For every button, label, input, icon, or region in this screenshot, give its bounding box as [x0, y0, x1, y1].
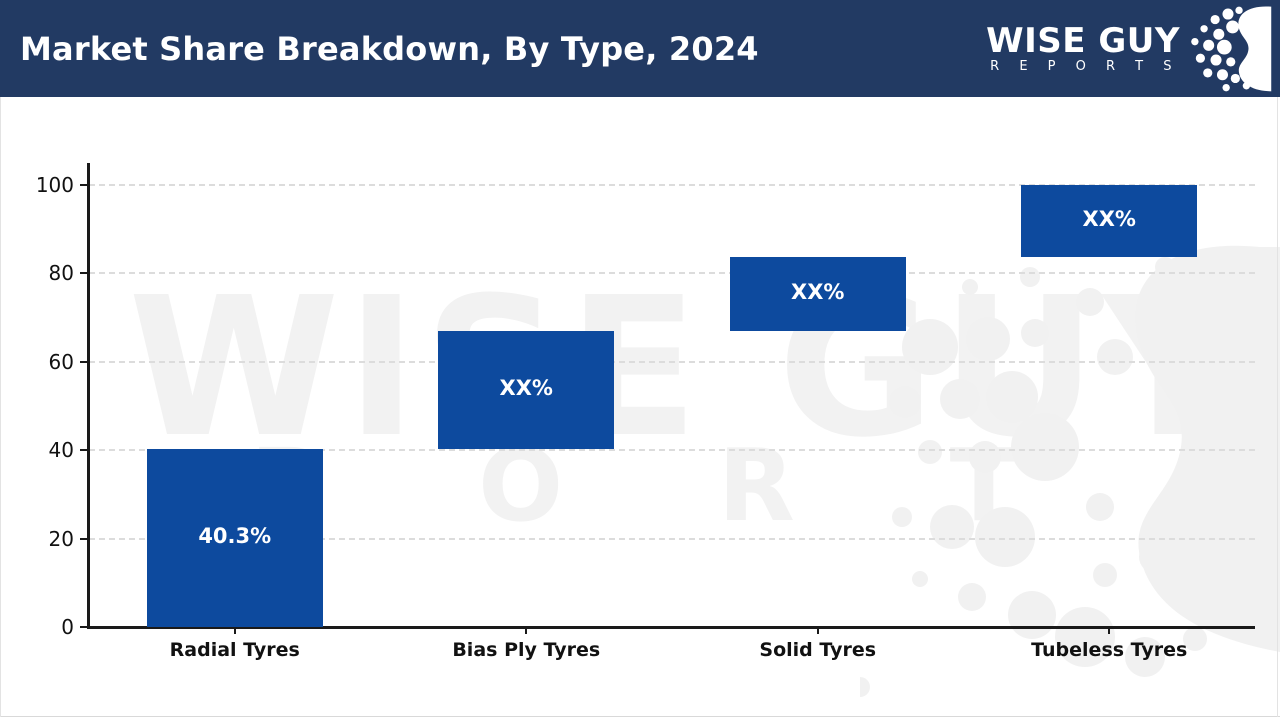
page-right-rule [1277, 97, 1278, 717]
y-tick-label: 0 [61, 615, 74, 639]
bar-value-label: XX% [791, 280, 845, 305]
logo-text: WISE GUY R E P O R T S [986, 23, 1180, 75]
logo-face-icon [1191, 5, 1272, 91]
y-tick-label: 80 [48, 261, 74, 286]
logo-subtitle: R E P O R T S [990, 58, 1180, 74]
x-axis-spine [87, 626, 1255, 629]
y-tick-label: 60 [48, 349, 74, 374]
bar-tubeless-tyres [1021, 185, 1198, 258]
gridline-20 [89, 537, 1255, 540]
bar-bias-ply-tyres [438, 330, 615, 449]
x-tick-mark [525, 627, 528, 634]
x-category-label: Solid Tyres [759, 639, 877, 661]
y-tick-mark [80, 626, 89, 628]
bar-value-label: XX% [499, 375, 553, 400]
page-bottom-rule [0, 716, 1280, 717]
chart-area: WISE GUY P O R T S 0 20 40 60 80 100 40.3% Radi… [0, 97, 1280, 720]
wise-guy-logo: WISE GUY R E P O R T S [986, 0, 1274, 97]
y-tick-mark [80, 360, 89, 363]
bar-value-label: XX% [1082, 207, 1136, 232]
bar-radial-tyres [146, 448, 323, 627]
bar-value-label: 40.3% [198, 523, 272, 548]
y-tick-label: 40 [48, 438, 74, 463]
y-tick-mark [80, 184, 89, 186]
page-left-rule [0, 97, 1, 717]
y-axis-spine [87, 163, 90, 629]
plot-layer: 0 20 40 60 80 100 40.3% Radial Tyres XX% Bias Ply… [0, 97, 1280, 720]
bar-solid-tyres [729, 257, 906, 331]
gridline-100 [89, 184, 1255, 186]
header-band: Market Share Breakdown, By Type, 2024 WI… [0, 0, 1280, 97]
y-tick-label: 20 [48, 526, 74, 551]
y-tick-mark [80, 449, 89, 452]
gridline-80 [89, 272, 1255, 275]
x-category-label: Bias Ply Tyres [452, 639, 601, 661]
page-title: Market Share Breakdown, By Type, 2024 [20, 29, 759, 68]
x-category-label: Tubeless Tyres [1031, 639, 1188, 661]
y-tick-label: 100 [35, 173, 74, 197]
gridline-60 [89, 360, 1255, 363]
x-category-label: Radial Tyres [169, 639, 300, 661]
gridline-40 [89, 449, 1255, 452]
logo-wordmark: WISE GUY [986, 20, 1180, 61]
y-tick-mark [80, 272, 89, 275]
y-tick-mark [80, 537, 89, 540]
x-tick-mark [816, 627, 819, 634]
x-tick-mark [233, 627, 236, 634]
